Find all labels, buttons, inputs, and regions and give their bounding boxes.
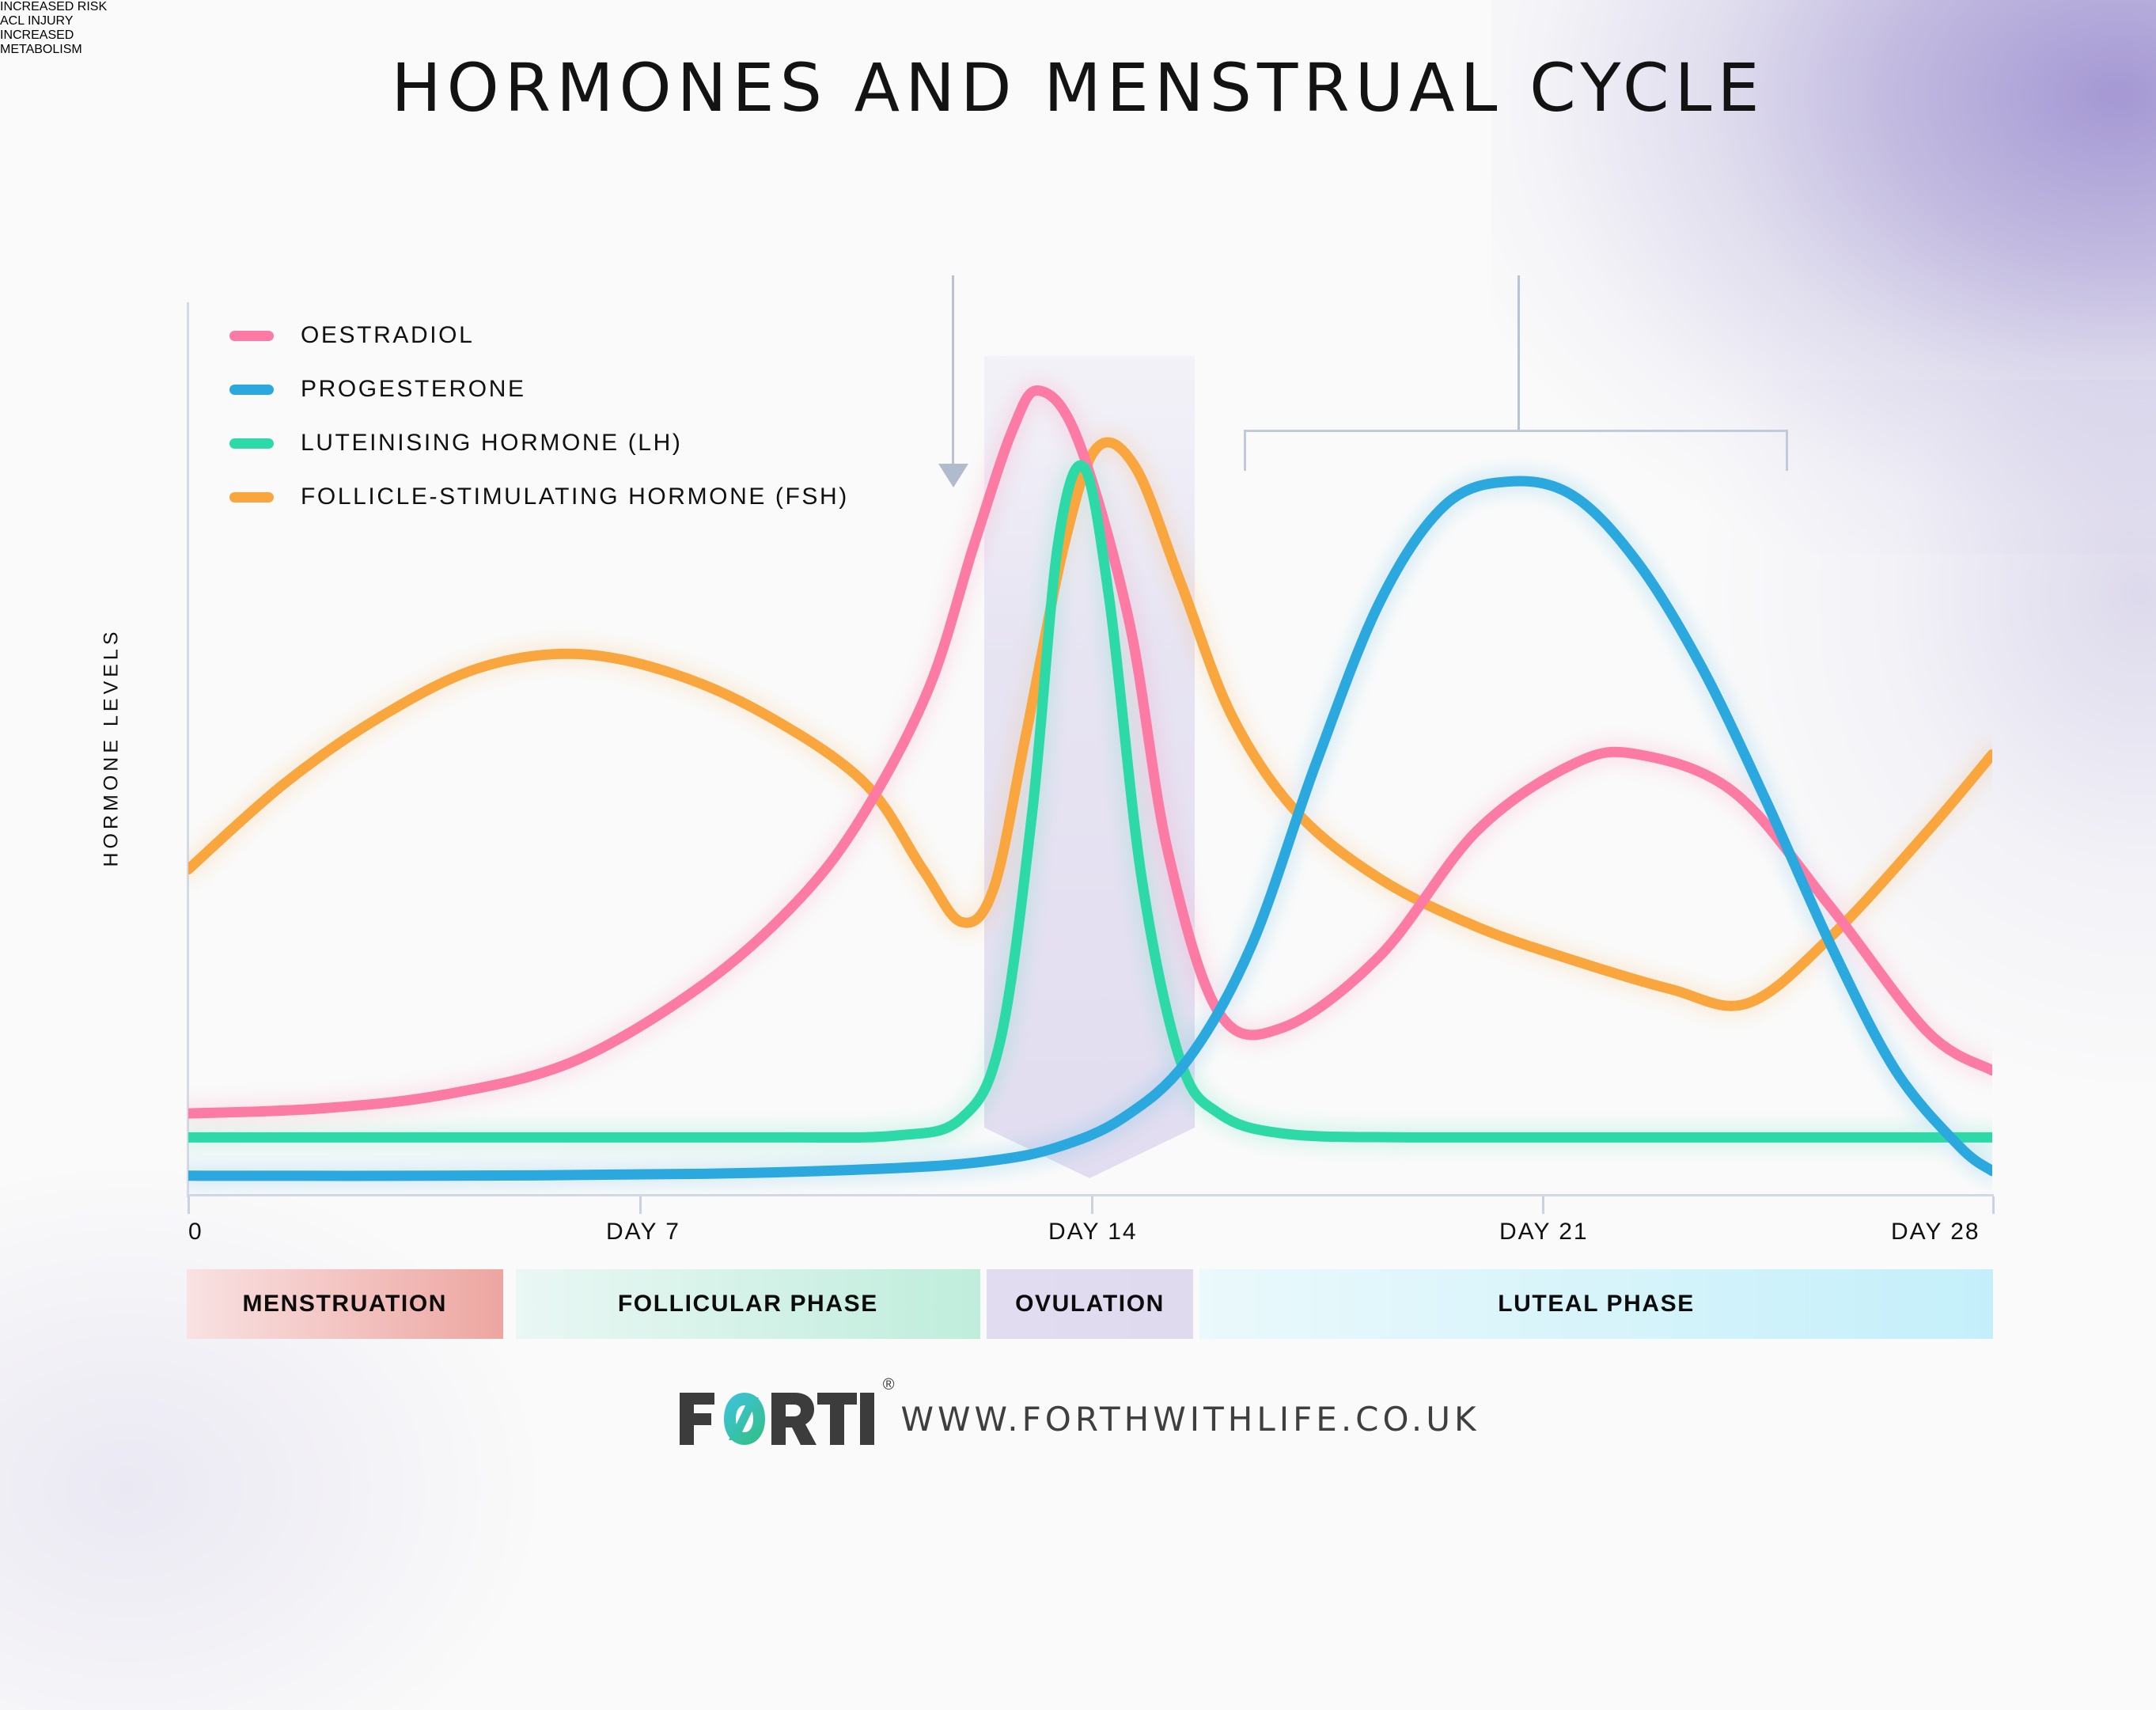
legend-label-lh: LUTEINISING HORMONE (LH): [301, 430, 683, 456]
annotation-acl-line1: INCREASED RISK: [0, 0, 108, 13]
x-axis-line: [187, 1194, 1994, 1196]
website-url[interactable]: WWW.FORTHWITHLIFE.CO.UK: [900, 1399, 1480, 1439]
x-axis-label-14: DAY 14: [1048, 1219, 1138, 1245]
phase-label-menstruation: MENSTRUATION: [242, 1291, 448, 1317]
footer: ® WWW.FORTHWITHLIFE.CO.UK: [0, 1377, 2156, 1450]
legend-swatch-lh: [229, 438, 274, 449]
x-tick-0: [188, 1196, 190, 1214]
cycle-phase-bar: MENSTRUATION FOLLICULAR PHASE OVULATION …: [187, 1269, 1993, 1339]
legend-label-progesterone: PROGESTERONE: [301, 376, 526, 402]
bracket-icon: [1244, 430, 1788, 471]
x-axis-label-0: 0: [188, 1219, 203, 1245]
phase-menstruation[interactable]: MENSTRUATION: [187, 1269, 503, 1339]
annotation-acl-injury: INCREASED RISK ACL INJURY: [0, 0, 348, 28]
annotation-metabolism-line2: METABOLISM: [0, 43, 82, 56]
hormone-curves: [176, 378, 2004, 1188]
down-arrow-icon: [938, 464, 968, 487]
annotation-metabolism: INCREASED METABOLISM: [0, 28, 348, 57]
legend-item-oestradiol[interactable]: OESTRADIOL: [229, 309, 849, 362]
legend-swatch-progesterone: [229, 384, 274, 395]
y-axis-line: [187, 302, 189, 1197]
x-tick-7: [639, 1196, 642, 1214]
chart-legend: OESTRADIOL PROGESTERONE LUTEINISING HORM…: [229, 309, 849, 524]
phase-label-follicular: FOLLICULAR PHASE: [617, 1291, 878, 1317]
curve-progesterone: [183, 476, 1998, 1181]
annotation-acl-leader-line: [952, 275, 954, 465]
x-tick-21: [1542, 1196, 1544, 1214]
forth-logo[interactable]: ®: [676, 1377, 898, 1450]
phase-label-ovulation: OVULATION: [1015, 1291, 1165, 1317]
legend-swatch-fsh: [229, 491, 274, 502]
legend-item-fsh[interactable]: FOLLICLE-STIMULATING HORMONE (FSH): [229, 470, 849, 524]
x-tick-28: [1992, 1196, 1995, 1214]
legend-swatch-oestradiol: [229, 330, 274, 341]
curve-glow-2: [176, 453, 2004, 1150]
curve-follicle-stimulating-hormone-fsh: [183, 437, 1998, 1011]
y-axis-label: HORMONE LEVELS: [100, 628, 123, 867]
phase-label-luteal: LUTEAL PHASE: [1498, 1291, 1695, 1317]
phase-follicular[interactable]: FOLLICULAR PHASE: [515, 1269, 980, 1339]
annotation-acl-line2: ACL INJURY: [0, 14, 74, 28]
x-axis-label-7: DAY 7: [606, 1219, 680, 1245]
curve-oestradiol: [183, 385, 1998, 1119]
legend-item-lh[interactable]: LUTEINISING HORMONE (LH): [229, 416, 849, 470]
legend-label-oestradiol: OESTRADIOL: [301, 322, 475, 348]
phase-ovulation[interactable]: OVULATION: [987, 1269, 1193, 1339]
curve-glow-1: [176, 469, 2004, 1188]
x-axis-label-28: DAY 28: [1891, 1219, 1980, 1245]
legend-label-fsh: FOLLICLE-STIMULATING HORMONE (FSH): [301, 483, 849, 510]
x-axis-label-21: DAY 21: [1499, 1219, 1589, 1245]
annotation-metabolism-leader-line: [1518, 275, 1520, 431]
x-tick-14: [1091, 1196, 1093, 1214]
annotation-metabolism-line1: INCREASED: [0, 28, 74, 42]
curve-luteinising-hormone-lh: [183, 460, 1998, 1143]
phase-luteal[interactable]: LUTEAL PHASE: [1199, 1269, 1993, 1339]
page-title: HORMONES AND MENSTRUAL CYCLE: [391, 49, 1765, 127]
legend-item-progesterone[interactable]: PROGESTERONE: [229, 362, 849, 416]
chart-plot-area: [176, 237, 2004, 1196]
